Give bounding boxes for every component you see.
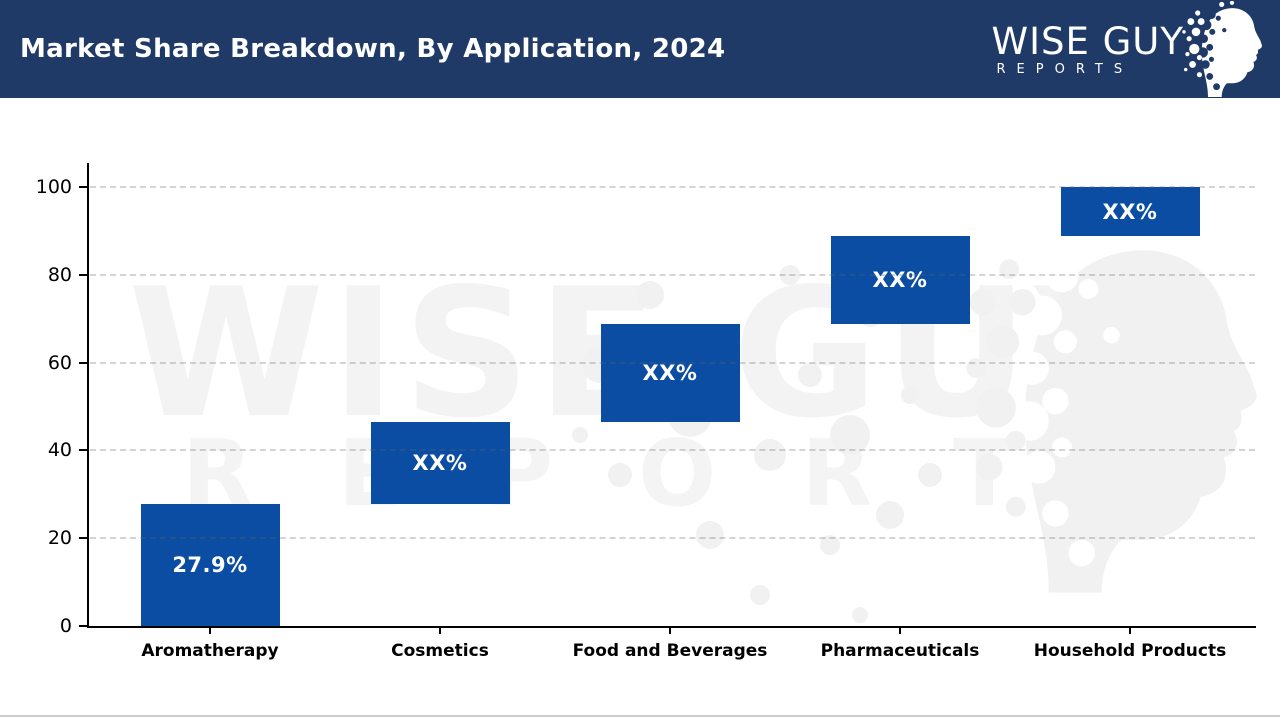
x-tick-pharmaceuticals <box>899 627 901 634</box>
y-tick-label-60: 60 <box>47 351 72 374</box>
x-label-aromatherapy: Aromatherapy <box>141 641 279 661</box>
y-axis-line <box>87 163 89 628</box>
x-tick-aromatherapy <box>209 627 211 634</box>
y-tick-0 <box>79 625 88 627</box>
bar-value-label: 27.9% <box>172 552 248 577</box>
x-label-pharmaceuticals: Pharmaceuticals <box>820 641 980 661</box>
y-tick-80 <box>79 273 88 276</box>
logo-wordmark: WISE GUY <box>991 19 1184 63</box>
y-tick-20 <box>79 537 88 540</box>
gridline-80 <box>90 273 1255 276</box>
y-tick-40 <box>79 449 88 452</box>
bar-household-products: XX% <box>1060 187 1200 237</box>
y-tick-label-40: 40 <box>47 439 72 462</box>
x-tick-household-products <box>1129 627 1131 634</box>
bar-food-and-beverages: XX% <box>600 323 740 422</box>
bar-aromatherapy: 27.9% <box>140 503 280 626</box>
x-label-household-products: Household Products <box>1033 641 1227 661</box>
page-title: Market Share Breakdown, By Application, … <box>20 34 726 64</box>
logo-subtitle: REPORTS <box>996 61 1134 77</box>
logo-text: WISE GUY REPORTS <box>992 23 1184 76</box>
x-label-food-and-beverages: Food and Beverages <box>572 641 768 661</box>
y-tick-label-80: 80 <box>47 263 72 286</box>
bar-value-label: XX% <box>1102 199 1158 224</box>
x-label-cosmetics: Cosmetics <box>391 641 489 661</box>
wiseguy-logo: WISE GUY REPORTS <box>992 1 1266 97</box>
bar-pharmaceuticals: XX% <box>830 236 970 324</box>
bottom-divider <box>0 715 1280 717</box>
bar-value-label: XX% <box>412 450 468 475</box>
logo-face-icon <box>1182 1 1262 97</box>
gridline-20 <box>90 537 1255 540</box>
gridline-60 <box>90 361 1255 364</box>
y-tick-60 <box>79 361 88 364</box>
y-tick-label-0: 0 <box>59 615 72 637</box>
y-tick-100 <box>79 186 88 188</box>
x-tick-cosmetics <box>439 627 441 634</box>
x-tick-food-and-beverages <box>669 627 671 634</box>
gridline-40 <box>90 449 1255 452</box>
x-axis-line <box>87 626 1256 628</box>
bar-cosmetics: XX% <box>370 421 510 504</box>
watermark-subtitle: REPORTS <box>182 420 1253 527</box>
bar-value-label: XX% <box>872 268 928 293</box>
header: Market Share Breakdown, By Application, … <box>0 0 1280 98</box>
y-tick-label-100: 100 <box>35 176 72 198</box>
bar-value-label: XX% <box>642 360 698 385</box>
y-tick-label-20: 20 <box>47 527 72 550</box>
gridline-100 <box>90 186 1255 188</box>
